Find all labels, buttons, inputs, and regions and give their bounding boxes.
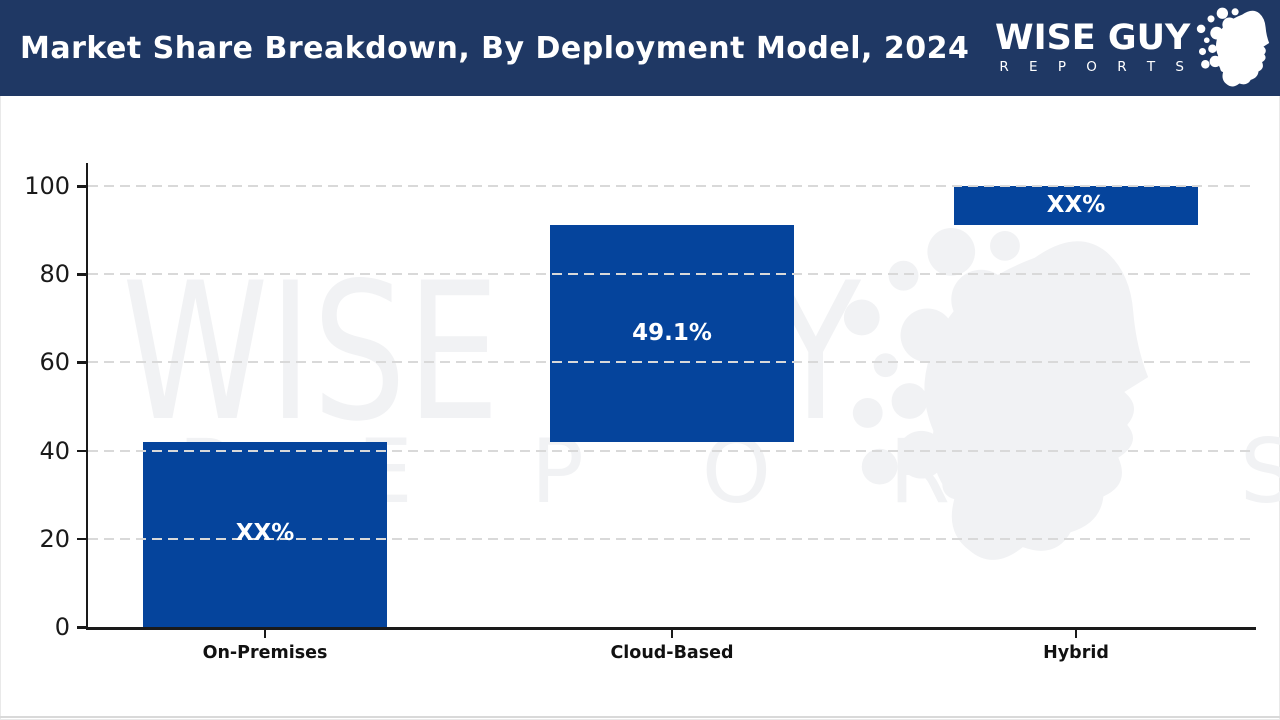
y-tick-mark xyxy=(76,273,86,276)
x-tick-mark xyxy=(263,629,267,638)
wiseguy-logo: WISE GUY R E P O R T S xyxy=(993,4,1272,92)
logo-wordmark: WISE GUY xyxy=(994,18,1191,58)
bar-value-label: XX% xyxy=(235,520,295,547)
bar-on-premises xyxy=(143,441,387,627)
plot-area: XX% 49.1% XX% 0 20 40 60 80 100 On-Premises Clou… xyxy=(24,163,1256,663)
y-axis-line xyxy=(85,163,88,630)
x-tick-label-hybrid: Hybrid xyxy=(1043,643,1109,663)
bottom-divider xyxy=(0,716,1280,718)
y-tick-label-40: 40 xyxy=(39,436,70,465)
logo-text: WISE GUY R E P O R T S xyxy=(993,18,1192,76)
bar-hybrid xyxy=(954,186,1198,226)
y-tick-mark xyxy=(76,449,86,453)
bar-cloud-based xyxy=(550,225,794,442)
gridline-20 xyxy=(88,537,1255,540)
gridline-40 xyxy=(88,449,1255,452)
y-tick-label-100: 100 xyxy=(24,172,70,200)
y-tick-label-20: 20 xyxy=(39,524,70,553)
y-tick-label-60: 60 xyxy=(39,348,70,377)
x-tick-label-cloud-based: Cloud-Based xyxy=(610,643,734,663)
y-tick-mark xyxy=(76,185,86,188)
bar-value-label: XX% xyxy=(1046,191,1106,218)
gridline-80 xyxy=(88,273,1255,276)
x-tick-label-on-premises: On-Premises xyxy=(202,643,328,663)
chart-title: Market Share Breakdown, By Deployment Mo… xyxy=(20,30,970,66)
x-axis-line xyxy=(85,627,1256,630)
wiseguy-head-icon xyxy=(1196,7,1270,87)
logo-subtext: R E P O R T S xyxy=(999,59,1192,75)
y-tick-mark xyxy=(76,361,86,364)
y-tick-mark xyxy=(76,537,86,541)
x-tick-mark xyxy=(1074,629,1078,638)
bar-value-label: 49.1% xyxy=(632,319,712,346)
gridline-100 xyxy=(88,185,1255,187)
gridline-60 xyxy=(88,361,1255,364)
y-tick-label-80: 80 xyxy=(39,260,70,289)
y-tick-label-0: 0 xyxy=(54,613,70,641)
header: Market Share Breakdown, By Deployment Mo… xyxy=(0,0,1280,96)
y-tick-mark xyxy=(76,626,86,629)
x-tick-mark xyxy=(670,629,674,638)
